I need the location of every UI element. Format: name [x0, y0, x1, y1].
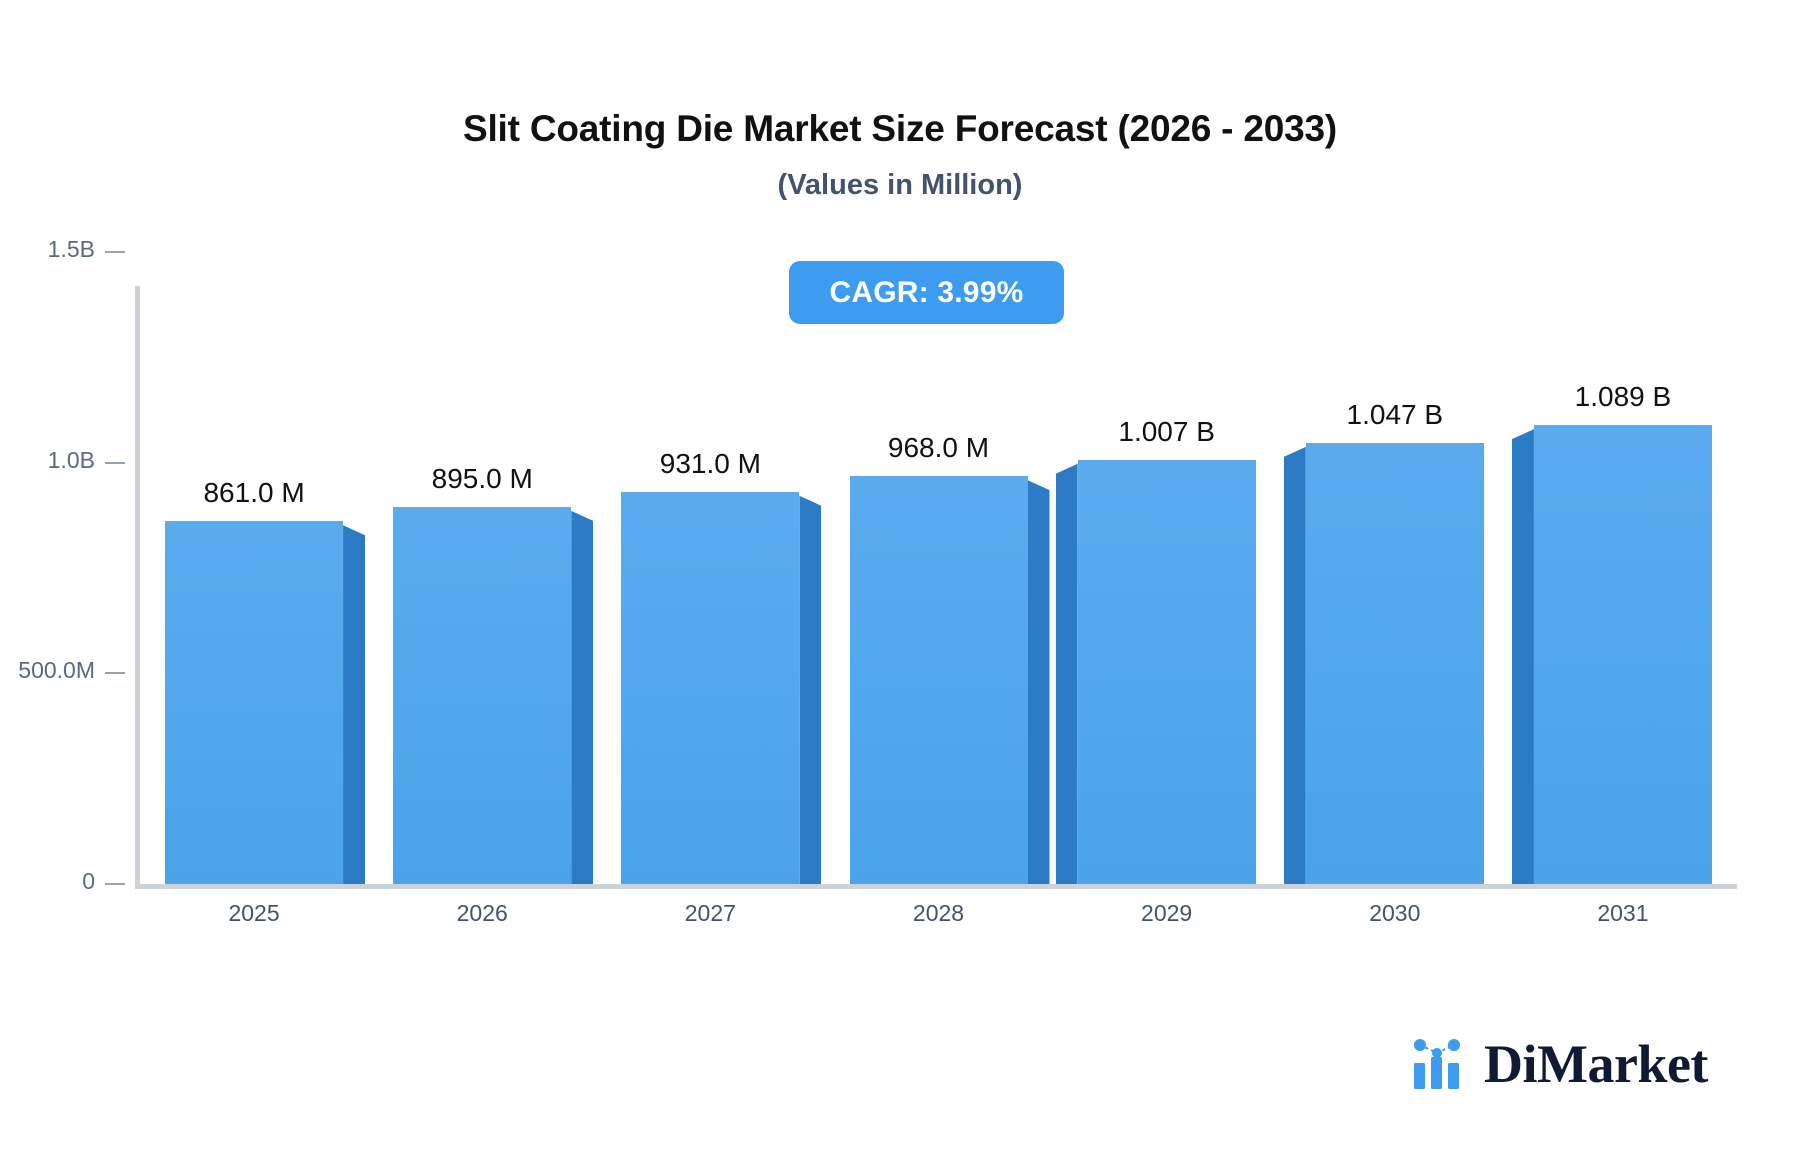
brand-logo: DiMarket — [1412, 1036, 1708, 1092]
y-axis-tick-mark — [105, 672, 125, 675]
x-axis-tick-label: 2027 — [684, 899, 736, 926]
bar-face — [1305, 442, 1484, 884]
bar-side-panel — [343, 525, 366, 884]
x-axis-tick-label: 2025 — [228, 899, 280, 926]
y-axis-tick-label: 1.5B — [47, 236, 95, 262]
bar-side-panel — [1283, 446, 1306, 884]
x-axis-tick-label: 2030 — [1369, 899, 1421, 926]
bar-face — [1533, 425, 1712, 884]
bar-value-label: 1.047 B — [1346, 398, 1444, 430]
bar-value-label: 931.0 M — [659, 447, 761, 479]
bar-2030[interactable]: 1.047 B 2030 — [1283, 399, 1484, 926]
y-axis-tick-label: 500.0M — [18, 657, 95, 684]
y-axis-line — [135, 286, 140, 887]
bar-face — [849, 476, 1028, 884]
bar-value-label: 1.007 B — [1118, 415, 1215, 447]
bar-side-panel — [571, 510, 594, 884]
bar-face — [165, 521, 344, 884]
bar-side-panel — [1027, 480, 1050, 884]
bar-2026[interactable]: 895.0 M 2026 — [393, 463, 594, 926]
bar-side-panel — [1055, 463, 1078, 884]
cagr-badge: CAGR: 3.99% — [789, 261, 1064, 324]
chart-header: Slit Coating Die Market Size Forecast (2… — [0, 0, 1800, 202]
x-axis-tick-label: 2028 — [912, 899, 965, 926]
bar-2025[interactable]: 861.0 M 2025 — [165, 477, 366, 926]
x-axis-tick-label: 2026 — [456, 899, 508, 926]
chart-subtitle: (Values in Million) — [777, 169, 1023, 201]
y-axis-tick-label: 1.0B — [47, 446, 95, 473]
bar-value-label: 895.0 M — [431, 462, 533, 494]
bar-2029[interactable]: 1.007 B 2029 — [1055, 416, 1256, 926]
bar-face — [1077, 459, 1256, 884]
bar-value-label: 968.0 M — [887, 432, 990, 464]
bar-face — [393, 506, 572, 884]
y-axis-tick-label: 0 — [82, 868, 95, 894]
x-axis-line — [135, 884, 1737, 889]
y-axis-tick-mark — [105, 883, 125, 885]
x-axis-tick-label: 2031 — [1597, 899, 1649, 926]
bar-2031[interactable]: 1.089 B 2031 — [1511, 381, 1712, 926]
y-axis-tick-mark — [105, 251, 125, 253]
bar-side-panel — [799, 495, 822, 884]
bar-chart-logo-icon — [1414, 1039, 1460, 1089]
x-axis-tick-label: 2029 — [1141, 899, 1193, 926]
bar-2027[interactable]: 931.0 M 2027 — [621, 448, 822, 926]
page-title: Slit Coating Die Market Size Forecast (2… — [462, 108, 1337, 149]
bar-2028[interactable]: 968.0 M 2028 — [849, 432, 1050, 926]
bar-value-label: 861.0 M — [203, 477, 305, 509]
bar-face — [621, 491, 800, 884]
brand-name: DiMarket — [1484, 1034, 1708, 1094]
bar-side-panel — [1511, 429, 1534, 884]
y-axis-tick-mark — [105, 461, 125, 464]
bar-value-label: 1.089 B — [1574, 381, 1672, 413]
